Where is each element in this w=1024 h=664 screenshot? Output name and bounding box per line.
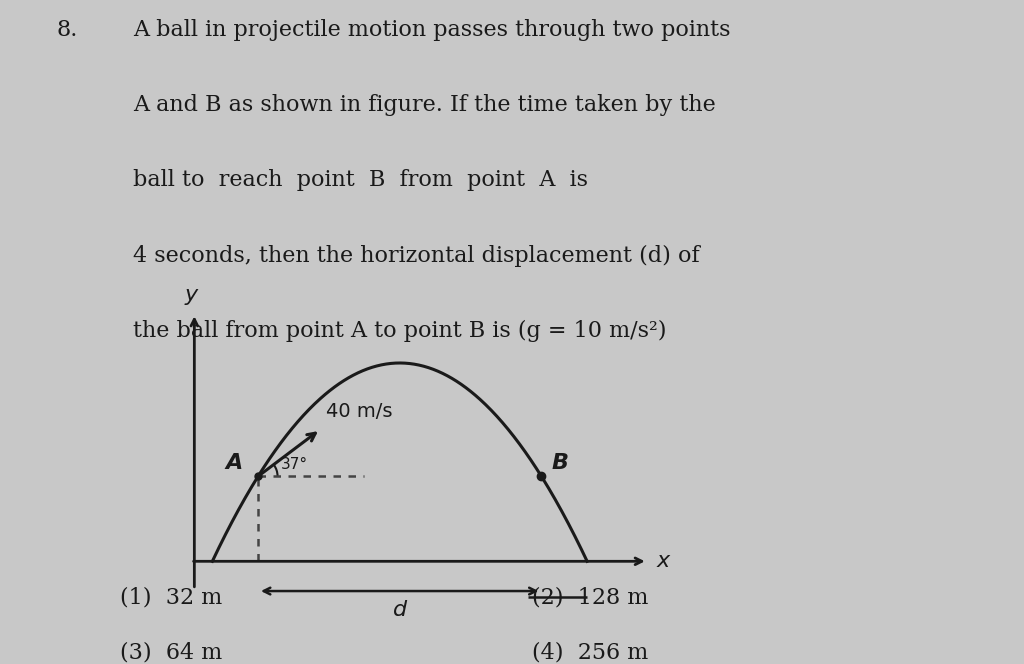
Text: 37°: 37° (281, 457, 308, 472)
Text: (1)  32 m: (1) 32 m (120, 586, 222, 608)
Text: A and B as shown in figure. If the time taken by the: A and B as shown in figure. If the time … (133, 94, 716, 116)
Text: 40 m/s: 40 m/s (326, 402, 392, 421)
Text: (4)  256 m: (4) 256 m (532, 642, 649, 664)
Text: ball to  reach  point  B  from  point  A  is: ball to reach point B from point A is (133, 169, 588, 191)
Text: the ball from point A to point B is (g = 10 m/s²): the ball from point A to point B is (g =… (133, 319, 667, 342)
Text: d: d (392, 600, 407, 620)
Text: y: y (184, 285, 198, 305)
Text: x: x (656, 551, 670, 571)
Text: 4 seconds, then the horizontal displacement (d) of: 4 seconds, then the horizontal displacem… (133, 244, 699, 267)
Text: A ball in projectile motion passes through two points: A ball in projectile motion passes throu… (133, 19, 730, 41)
Text: (3)  64 m: (3) 64 m (120, 642, 222, 664)
Text: A: A (225, 453, 243, 473)
Text: B: B (552, 453, 569, 473)
Text: 8.: 8. (56, 19, 78, 41)
Text: (2)  128 m: (2) 128 m (532, 586, 649, 608)
